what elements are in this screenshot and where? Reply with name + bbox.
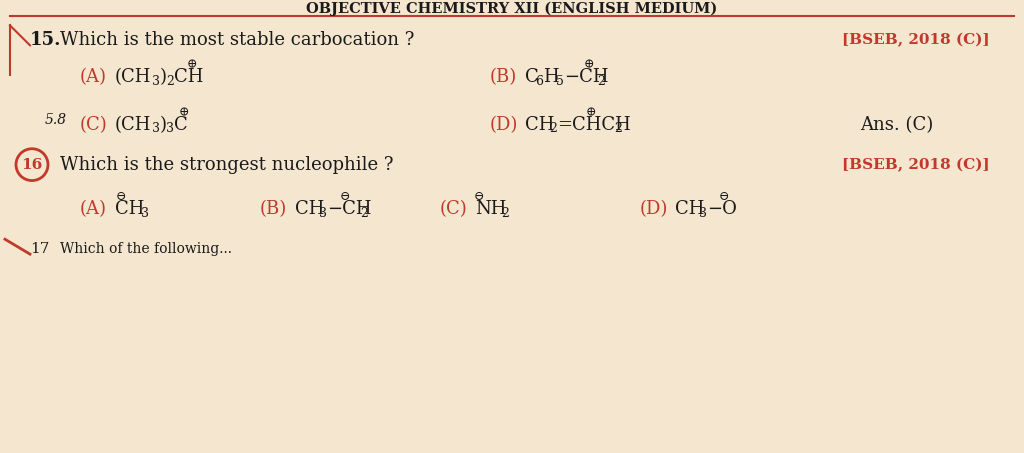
Text: 3: 3 bbox=[319, 207, 327, 220]
Text: ⊕: ⊕ bbox=[584, 59, 594, 72]
Text: −CH: −CH bbox=[327, 200, 372, 218]
Text: C: C bbox=[174, 116, 187, 134]
Text: ⊕: ⊕ bbox=[179, 106, 189, 120]
Text: ⊖: ⊖ bbox=[340, 190, 350, 203]
Text: (D): (D) bbox=[640, 200, 669, 218]
Text: NH: NH bbox=[475, 200, 507, 218]
Text: 2: 2 bbox=[549, 122, 557, 135]
Text: 3: 3 bbox=[166, 122, 174, 135]
Text: ⊕: ⊕ bbox=[186, 59, 198, 72]
Text: 5: 5 bbox=[556, 75, 564, 87]
Text: 3: 3 bbox=[152, 122, 160, 135]
Text: (D): (D) bbox=[490, 116, 518, 134]
Text: CH: CH bbox=[525, 116, 554, 134]
Text: −O: −O bbox=[707, 200, 737, 218]
Text: 2: 2 bbox=[501, 207, 509, 220]
Text: 2: 2 bbox=[597, 75, 605, 87]
Text: C: C bbox=[525, 68, 539, 86]
Text: 2: 2 bbox=[166, 75, 174, 87]
Text: 2: 2 bbox=[614, 122, 622, 135]
Text: (B): (B) bbox=[260, 200, 288, 218]
Text: CH: CH bbox=[675, 200, 705, 218]
Text: ⊖: ⊖ bbox=[474, 190, 484, 203]
Text: 3: 3 bbox=[141, 207, 150, 220]
Text: Which is the strongest nucleophile ?: Which is the strongest nucleophile ? bbox=[60, 156, 393, 173]
Text: [BSEB, 2018 (C)]: [BSEB, 2018 (C)] bbox=[843, 33, 990, 48]
Text: 15.: 15. bbox=[30, 31, 61, 49]
Text: ): ) bbox=[160, 116, 167, 134]
Text: =CHCH: =CHCH bbox=[557, 116, 631, 134]
Text: 16: 16 bbox=[22, 158, 43, 172]
Text: (A): (A) bbox=[80, 68, 106, 86]
Text: (C): (C) bbox=[80, 116, 108, 134]
Text: CH: CH bbox=[115, 200, 144, 218]
Text: 2: 2 bbox=[360, 207, 368, 220]
Text: −CH: −CH bbox=[564, 68, 608, 86]
Text: (CH: (CH bbox=[115, 116, 152, 134]
Text: (A): (A) bbox=[80, 200, 106, 218]
Text: H: H bbox=[543, 68, 559, 86]
Text: (B): (B) bbox=[490, 68, 517, 86]
Text: ⊕: ⊕ bbox=[586, 106, 596, 120]
Text: [BSEB, 2018 (C)]: [BSEB, 2018 (C)] bbox=[843, 158, 990, 172]
Text: 5.8: 5.8 bbox=[45, 113, 68, 127]
Text: OBJECTIVE CHEMISTRY XII (ENGLISH MEDIUM): OBJECTIVE CHEMISTRY XII (ENGLISH MEDIUM) bbox=[306, 1, 718, 16]
Text: Which is the most stable carbocation ?: Which is the most stable carbocation ? bbox=[60, 31, 415, 49]
Text: (C): (C) bbox=[440, 200, 468, 218]
Text: ⊖: ⊖ bbox=[719, 190, 729, 203]
Text: (CH: (CH bbox=[115, 68, 152, 86]
Text: CH: CH bbox=[295, 200, 325, 218]
Text: 3: 3 bbox=[152, 75, 160, 87]
Text: ⊖: ⊖ bbox=[116, 190, 126, 203]
Text: 6: 6 bbox=[535, 75, 543, 87]
Text: CH: CH bbox=[174, 68, 204, 86]
Text: Ans. (C): Ans. (C) bbox=[860, 116, 933, 134]
Text: Which of the following...: Which of the following... bbox=[60, 242, 232, 256]
Text: 3: 3 bbox=[699, 207, 707, 220]
Text: 17: 17 bbox=[30, 242, 49, 256]
Text: ): ) bbox=[160, 68, 167, 86]
